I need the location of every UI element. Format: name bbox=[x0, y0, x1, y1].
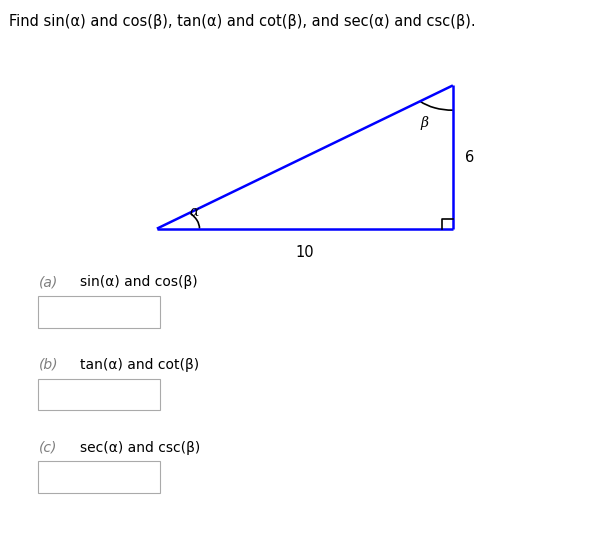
Text: α: α bbox=[189, 205, 199, 219]
Text: 6: 6 bbox=[465, 149, 474, 165]
Text: β: β bbox=[420, 116, 429, 129]
Bar bbox=[38, 296, 160, 328]
Text: (c): (c) bbox=[38, 441, 57, 455]
Bar bbox=[38, 461, 160, 493]
Text: sec(α) and csc(β): sec(α) and csc(β) bbox=[80, 441, 200, 455]
Text: tan(α) and cot(β): tan(α) and cot(β) bbox=[80, 358, 199, 372]
Text: 10: 10 bbox=[295, 245, 314, 260]
Text: Find sin(α) and cos(β), tan(α) and cot(β), and sec(α) and csc(β).: Find sin(α) and cos(β), tan(α) and cot(β… bbox=[9, 14, 475, 29]
Text: (a): (a) bbox=[38, 276, 58, 289]
Bar bbox=[38, 379, 160, 410]
Text: sin(α) and cos(β): sin(α) and cos(β) bbox=[80, 276, 198, 289]
Text: (b): (b) bbox=[38, 358, 58, 372]
